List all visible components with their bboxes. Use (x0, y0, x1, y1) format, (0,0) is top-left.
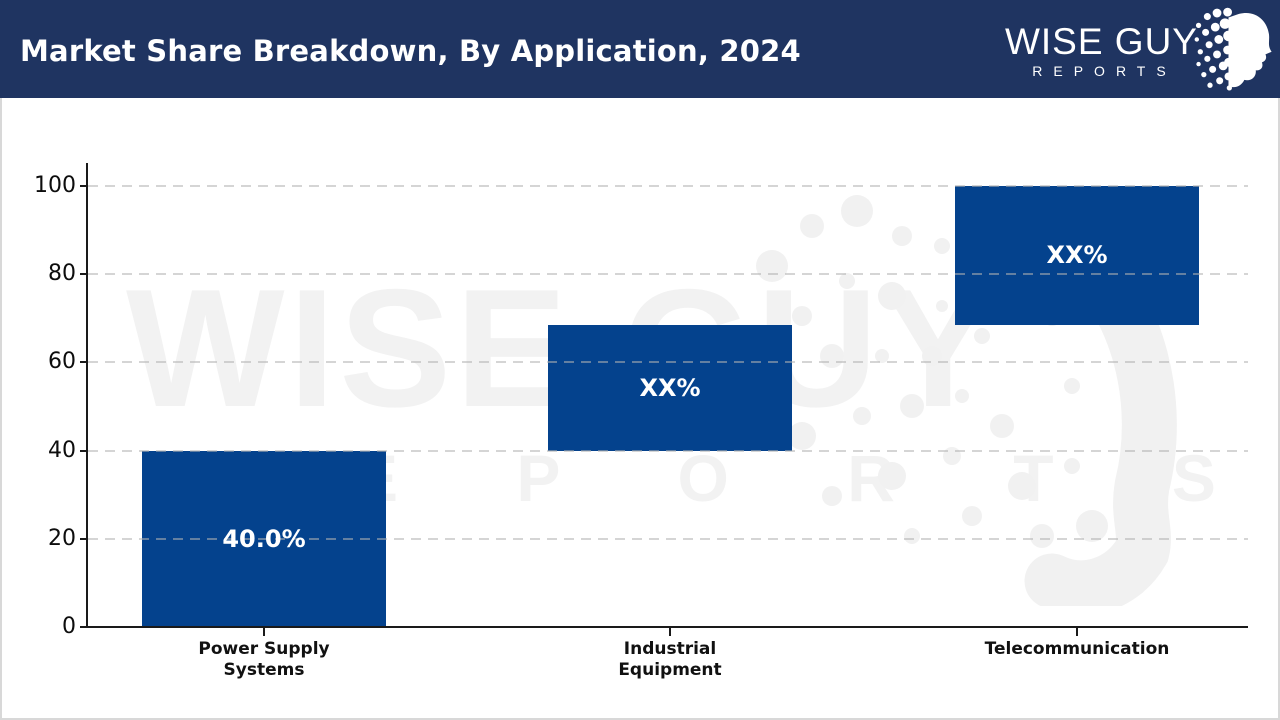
x-tick-mark-3 (1076, 628, 1078, 636)
y-tick-label-60: 60 (48, 349, 76, 375)
frame-border-right (1278, 98, 1280, 720)
y-tick-mark-20 (80, 537, 88, 540)
gridline-80 (88, 273, 1248, 276)
y-tick-label-40: 40 (48, 437, 76, 463)
bar-segment-3 (955, 186, 1199, 325)
y-tick-label-100: 100 (34, 173, 76, 198)
x-category-label-3: Telecommunication (984, 639, 1170, 659)
y-tick-mark-60 (80, 361, 88, 364)
gridline-20 (88, 537, 1248, 540)
y-axis-line (86, 163, 88, 628)
gridline-40 (88, 449, 1248, 452)
x-category-label-1: Power Supply Systems (198, 639, 330, 680)
bar-value-label-1: 40.0% (222, 524, 306, 553)
frame-border-left (0, 98, 2, 720)
x-tick-mark-1 (263, 628, 265, 636)
x-tick-mark-2 (669, 628, 671, 636)
y-tick-mark-80 (80, 273, 88, 276)
y-tick-mark-0 (80, 626, 88, 628)
logo-face-icon (1194, 7, 1272, 91)
logo-wordmark: WISE GUY REPORTS (1005, 23, 1198, 78)
y-tick-label-20: 20 (48, 525, 76, 551)
gridline-60 (88, 361, 1248, 364)
header: Market Share Breakdown, By Application, … (0, 0, 1280, 98)
y-tick-label-0: 0 (62, 614, 76, 639)
wise-guy-reports-logo: WISE GUY REPORTS (1005, 6, 1276, 94)
x-category-label-2: Industrial Equipment (618, 639, 722, 680)
bar-value-label-3: XX% (1046, 241, 1108, 270)
y-tick-mark-100 (80, 185, 88, 187)
gridline-100 (88, 185, 1248, 187)
y-tick-label-80: 80 (48, 261, 76, 287)
bar-value-label-2: XX% (639, 373, 701, 402)
chart-title: Market Share Breakdown, By Application, … (20, 34, 801, 68)
bar-segment-2 (548, 324, 792, 451)
y-tick-mark-40 (80, 449, 88, 452)
logo-wordmark-main: WISE GUY (1004, 20, 1198, 62)
logo-wordmark-sub: REPORTS (1032, 62, 1177, 79)
x-axis-line (86, 626, 1248, 628)
frame-border-bottom (0, 718, 1280, 720)
